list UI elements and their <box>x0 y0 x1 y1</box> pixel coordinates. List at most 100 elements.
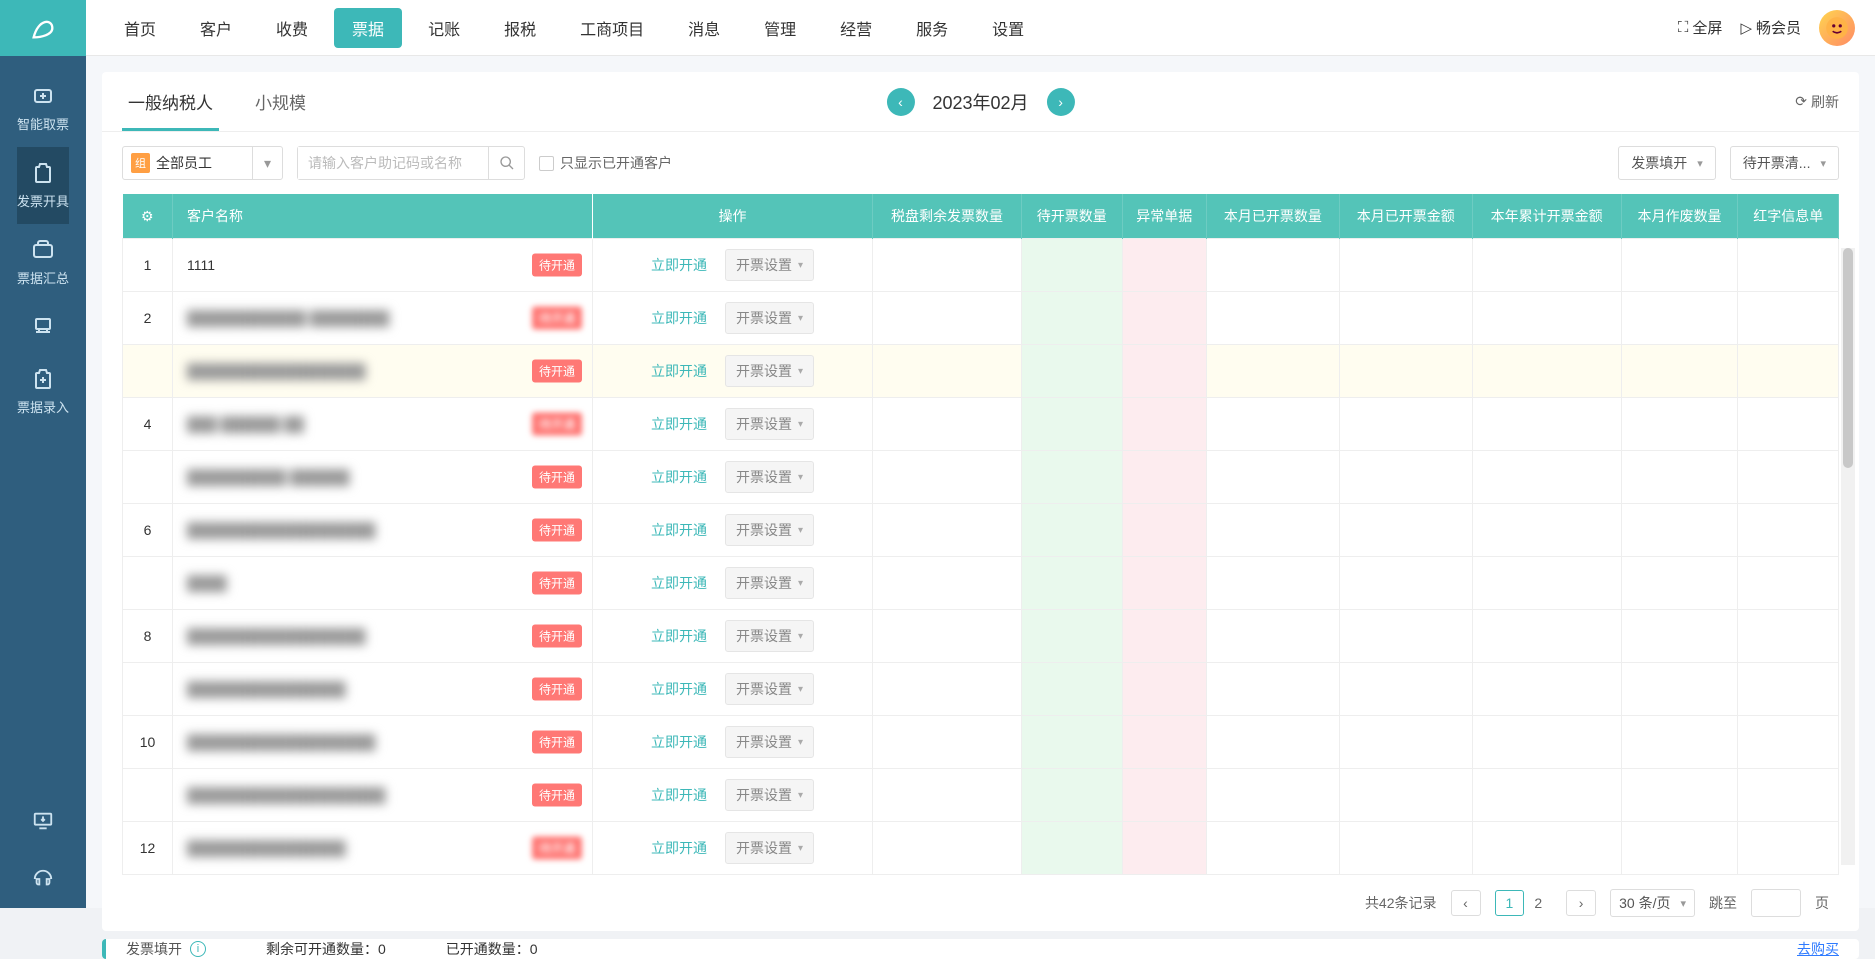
per-page-select[interactable]: 30 条/页 ▾ <box>1610 889 1695 917</box>
data-cell <box>1206 610 1339 663</box>
table-row[interactable]: 11111待开通立即开通开票设置 ▾ <box>123 239 1839 292</box>
page-button-1[interactable]: 1 <box>1495 890 1525 916</box>
nav-item-5[interactable]: 报税 <box>486 8 554 48</box>
data-cell <box>873 398 1022 451</box>
open-link[interactable]: 立即开通 <box>651 575 707 591</box>
nav-item-6[interactable]: 工商项目 <box>562 8 662 48</box>
nav-item-9[interactable]: 经营 <box>822 8 890 48</box>
nav-item-7[interactable]: 消息 <box>670 8 738 48</box>
invoice-settings-button[interactable]: 开票设置 ▾ <box>725 302 814 334</box>
data-cell <box>873 557 1022 610</box>
nav-item-11[interactable]: 设置 <box>974 8 1042 48</box>
buy-link[interactable]: 去购买 <box>1797 939 1839 959</box>
invoice-settings-button[interactable]: 开票设置 ▾ <box>725 249 814 281</box>
data-cell <box>1621 769 1738 822</box>
table-row[interactable]: 10███████████████████待开通立即开通开票设置 ▾ <box>123 716 1839 769</box>
sidebar-item-4[interactable]: 票据录入 <box>17 353 69 430</box>
open-link[interactable]: 立即开通 <box>651 840 707 856</box>
employee-select[interactable]: 组 全部员工 ▾ <box>122 146 283 180</box>
page-suffix: 页 <box>1815 893 1829 913</box>
jump-input[interactable] <box>1751 889 1801 917</box>
refresh-button[interactable]: ⟳ 刷新 <box>1795 92 1839 112</box>
invoice-fill-select[interactable]: 发票填开 ▾ <box>1618 146 1716 180</box>
invoice-settings-button[interactable]: 开票设置 ▾ <box>725 355 814 387</box>
scrollbar-thumb[interactable] <box>1843 248 1853 468</box>
table-row[interactable]: 2████████████ ████████待开通立即开通开票设置 ▾ <box>123 292 1839 345</box>
nav-item-8[interactable]: 管理 <box>746 8 814 48</box>
nav-item-0[interactable]: 首页 <box>106 8 174 48</box>
sidebar-label: 发票开具 <box>17 191 69 210</box>
prev-month-button[interactable]: ‹ <box>886 88 914 116</box>
support-button[interactable] <box>0 850 86 908</box>
open-link[interactable]: 立即开通 <box>651 734 707 750</box>
open-link[interactable]: 立即开通 <box>651 628 707 644</box>
table-row[interactable]: 12████████████████待开通立即开通开票设置 ▾ <box>123 822 1839 875</box>
open-link[interactable]: 立即开通 <box>651 522 707 538</box>
operation-cell: 立即开通 开票设置 ▾ <box>593 345 873 398</box>
prev-page-button[interactable]: ‹ <box>1451 890 1481 916</box>
data-cell <box>1738 345 1839 398</box>
page-button-2[interactable]: 2 <box>1524 891 1552 915</box>
download-button[interactable] <box>0 792 86 850</box>
logo[interactable] <box>0 0 86 56</box>
nav-item-3[interactable]: 票据 <box>334 8 402 48</box>
open-link[interactable]: 立即开通 <box>651 363 707 379</box>
invoice-settings-button[interactable]: 开票设置 ▾ <box>725 779 814 811</box>
table-row[interactable]: ████待开通立即开通开票设置 ▾ <box>123 557 1839 610</box>
open-link[interactable]: 立即开通 <box>651 416 707 432</box>
table-row[interactable]: ██████████████████待开通立即开通开票设置 ▾ <box>123 345 1839 398</box>
table-row[interactable]: 6███████████████████待开通立即开通开票设置 ▾ <box>123 504 1839 557</box>
table-header-0: ⚙ <box>123 194 173 239</box>
sidebar-item-0[interactable]: 智能取票 <box>17 70 69 147</box>
invoice-settings-button[interactable]: 开票设置 ▾ <box>725 832 814 864</box>
next-page-button[interactable]: › <box>1566 890 1596 916</box>
open-link[interactable]: 立即开通 <box>651 787 707 803</box>
table-row[interactable]: 8██████████████████待开通立即开通开票设置 ▾ <box>123 610 1839 663</box>
data-cell <box>1621 610 1738 663</box>
table-row[interactable]: ██████████ ██████待开通立即开通开票设置 ▾ <box>123 451 1839 504</box>
scrollbar[interactable] <box>1841 248 1855 865</box>
search-input[interactable] <box>298 147 488 179</box>
invoice-settings-button[interactable]: 开票设置 ▾ <box>725 726 814 758</box>
sidebar-item-2[interactable]: 票据汇总 <box>17 224 69 301</box>
table-row[interactable]: ████████████████████待开通立即开通开票设置 ▾ <box>123 769 1839 822</box>
next-month-button[interactable]: › <box>1047 88 1075 116</box>
data-cell <box>1339 822 1472 875</box>
tab-1[interactable]: 小规模 <box>249 73 312 130</box>
footer-bar: 发票填开 i 剩余可开通数量：0 已开通数量：0 去购买 <box>102 939 1859 959</box>
nav-item-10[interactable]: 服务 <box>898 8 966 48</box>
sidebar-item-3[interactable] <box>17 301 69 353</box>
nav-item-4[interactable]: 记账 <box>410 8 478 48</box>
sidebar-label: 票据录入 <box>17 397 69 416</box>
invoice-settings-button[interactable]: 开票设置 ▾ <box>725 673 814 705</box>
nav-item-2[interactable]: 收费 <box>258 8 326 48</box>
nav-item-1[interactable]: 客户 <box>182 8 250 48</box>
status-badge: 待开通 <box>532 731 582 754</box>
open-link[interactable]: 立即开通 <box>651 257 707 273</box>
customer-name: ███ ██████ ██ <box>187 416 304 432</box>
invoice-settings-button[interactable]: 开票设置 ▾ <box>725 620 814 652</box>
invoice-settings-button[interactable]: 开票设置 ▾ <box>725 408 814 440</box>
gear-icon[interactable]: ⚙ <box>141 208 154 224</box>
fullscreen-button[interactable]: ⛶ 全屏 <box>1678 17 1723 38</box>
data-cell <box>1122 239 1206 292</box>
data-cell <box>1022 239 1123 292</box>
invoice-settings-button[interactable]: 开票设置 ▾ <box>725 514 814 546</box>
tab-0[interactable]: 一般纳税人 <box>122 73 219 130</box>
data-cell <box>1122 398 1206 451</box>
open-link[interactable]: 立即开通 <box>651 310 707 326</box>
invoice-settings-button[interactable]: 开票设置 ▾ <box>725 461 814 493</box>
only-opened-checkbox[interactable]: 只显示已开通客户 <box>539 153 672 173</box>
pending-list-select[interactable]: 待开票清... ▾ <box>1730 146 1839 180</box>
member-button[interactable]: ▷ 畅会员 <box>1740 17 1801 38</box>
avatar[interactable] <box>1819 10 1855 46</box>
open-link[interactable]: 立即开通 <box>651 469 707 485</box>
sidebar-item-1[interactable]: 发票开具 <box>17 147 69 224</box>
open-link[interactable]: 立即开通 <box>651 681 707 697</box>
invoice-settings-button[interactable]: 开票设置 ▾ <box>725 567 814 599</box>
table-row[interactable]: ████████████████待开通立即开通开票设置 ▾ <box>123 663 1839 716</box>
info-icon[interactable]: i <box>190 941 206 957</box>
table-row[interactable]: 4███ ██████ ██待开通立即开通开票设置 ▾ <box>123 398 1839 451</box>
search-button[interactable] <box>488 147 524 179</box>
data-cell <box>1738 557 1839 610</box>
